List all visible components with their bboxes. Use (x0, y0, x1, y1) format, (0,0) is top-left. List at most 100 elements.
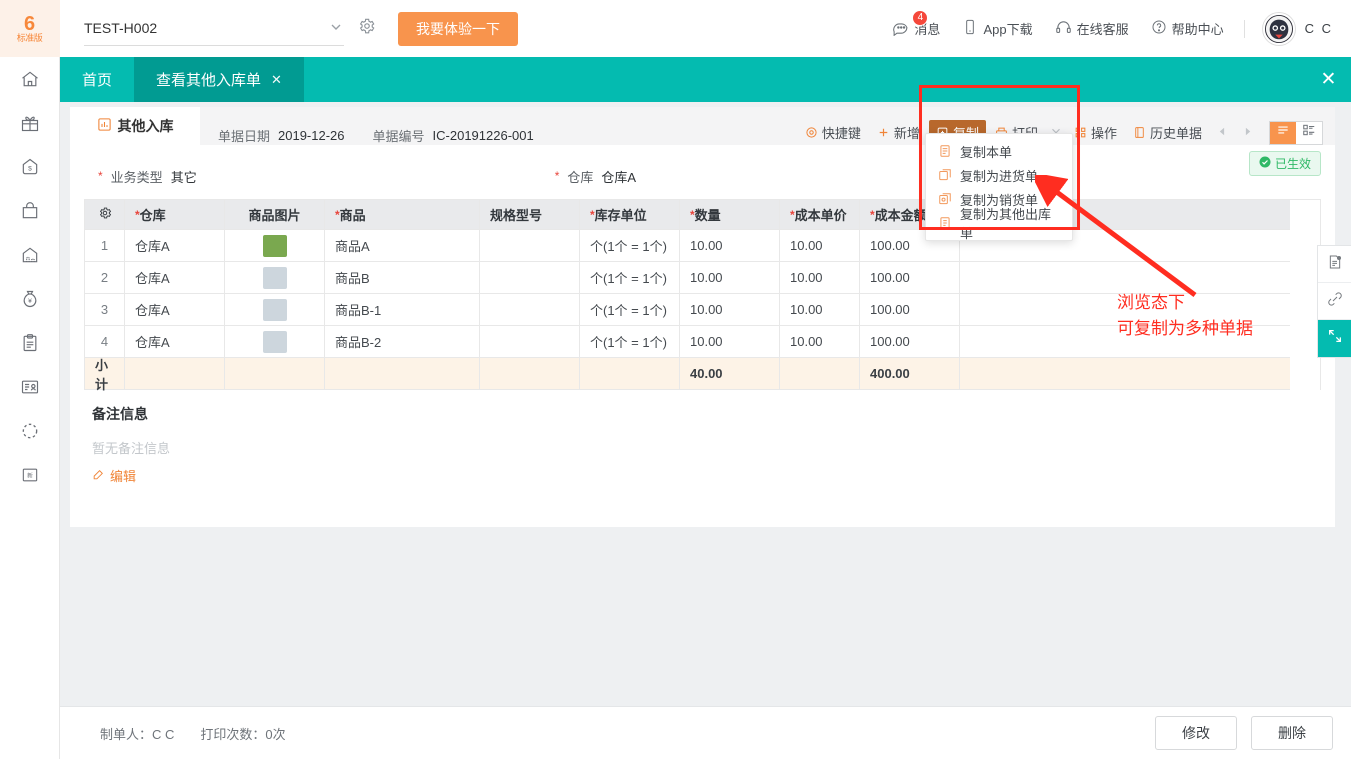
product-thumbnail-icon (262, 266, 287, 289)
operations-button[interactable]: 操作 (1067, 120, 1124, 145)
warehouse-label: 仓库 (567, 169, 594, 185)
copy-as-other-outbound-item[interactable]: 复制为其他出库单 (926, 207, 1072, 241)
sidebar-item-inventory[interactable] (0, 233, 60, 277)
copy-as-sales-item[interactable]: 复制为销货单 (926, 187, 1072, 211)
settings-gear-button[interactable] (358, 17, 376, 40)
summary-available (960, 358, 1290, 390)
tab-home-label: 首页 (82, 72, 113, 89)
trial-cta-button[interactable]: 我要体验一下 (398, 11, 518, 46)
cell-unit: 个(1个 = 1个) (580, 230, 680, 262)
remarks-edit-button[interactable]: 编辑 (92, 466, 1335, 485)
mobile-icon (962, 19, 978, 38)
table-settings-button[interactable] (85, 200, 125, 230)
shortcut-button[interactable]: 快捷键 (798, 120, 868, 145)
app-download-button[interactable]: App下载 (962, 19, 1033, 38)
cell-unit: 个(1个 = 1个) (580, 262, 680, 294)
copy-this-document-label: 复制本单 (960, 144, 1013, 160)
copy-outbound-icon (938, 216, 952, 230)
new-badge-icon: 新 (20, 465, 40, 485)
cell-unit: 个(1个 = 1个) (580, 294, 680, 326)
help-center-label: 帮助中心 (1171, 22, 1224, 37)
messages-label: 消息 (914, 22, 941, 37)
cell-cost-amount: 100.00 (860, 294, 960, 326)
toolbar-caret-button[interactable] (1047, 124, 1065, 141)
col-warehouse: * 仓库 (125, 200, 225, 230)
online-support-button[interactable]: 在线客服 (1055, 19, 1129, 39)
copy-this-document-item[interactable]: 复制本单 (926, 139, 1072, 163)
tab-view-other-inbound[interactable]: 查看其他入库单 ✕ (134, 57, 304, 102)
app-logo[interactable]: 6 标准版 (0, 0, 60, 57)
prev-document-button[interactable] (1211, 125, 1234, 141)
float-fullscreen-button[interactable] (1318, 320, 1351, 357)
col-quantity: * 数量 (680, 200, 780, 230)
copy-doc-icon (938, 144, 952, 158)
doc-number-label: 单据编号 (372, 129, 425, 144)
help-center-button[interactable]: 帮助中心 (1151, 19, 1224, 38)
gear-icon (358, 17, 376, 40)
logo-edition-label: 标准版 (16, 32, 43, 43)
float-attachment-button[interactable] (1318, 283, 1351, 320)
field-warehouse: * 仓库 仓库A (555, 167, 636, 186)
history-button[interactable]: 历史单据 (1126, 120, 1209, 145)
float-note-button[interactable] (1318, 246, 1351, 283)
table-row[interactable]: 3 仓库A 商品B-1 个(1个 = 1个) 10.00 10.00 100.0… (85, 294, 1320, 326)
cell-product-image (225, 230, 325, 262)
check-circle-icon (1259, 156, 1271, 171)
card-view-button[interactable] (1296, 121, 1322, 144)
view-toggle-group (1269, 120, 1323, 145)
close-icon[interactable]: ✕ (271, 71, 282, 87)
sidebar-item-new[interactable]: 新 (0, 453, 60, 497)
plus-icon (877, 126, 890, 139)
table-row[interactable]: 4 仓库A 商品B-2 个(1个 = 1个) 10.00 10.00 100.0… (85, 326, 1320, 358)
app-download-label: App下载 (983, 22, 1033, 37)
col-product-label: 商品 (339, 208, 366, 223)
document-type-tab[interactable]: 其他入库 (70, 107, 200, 145)
col-spec-label: 规格型号 (490, 208, 543, 223)
sidebar-item-purchase[interactable] (0, 189, 60, 233)
table-row[interactable]: 2 仓库A 商品B 个(1个 = 1个) 10.00 10.00 100.00 (85, 262, 1320, 294)
top-header-actions: 消息 4 App下载 在线客服 帮助中心 (870, 9, 1351, 45)
copy-dropdown-menu: 复制本单 复制为进货单 复制为销货单 复制为其他出库单 (925, 133, 1073, 241)
delete-button[interactable]: 删除 (1251, 716, 1333, 750)
next-document-button[interactable] (1236, 125, 1259, 141)
add-button[interactable]: 新增 (870, 120, 927, 145)
avatar[interactable] (1262, 12, 1295, 45)
bottom-action-bar: 制单人：C C 打印次数：0次 修改 删除 (60, 706, 1351, 759)
modify-button[interactable]: 修改 (1155, 716, 1237, 750)
tab-home[interactable]: 首页 (60, 57, 134, 102)
sidebar-item-sales[interactable]: $ (0, 145, 60, 189)
tab-view-other-inbound-label: 查看其他入库单 (156, 72, 262, 89)
table-summary-row: 小计 40.00 400.00 (85, 358, 1320, 392)
summary-spec (480, 358, 580, 390)
money-bag-icon: ¥ (20, 289, 40, 309)
expand-icon (1327, 328, 1343, 349)
home-icon (20, 69, 40, 89)
messages-button[interactable]: 消息 4 (892, 9, 941, 39)
status-badge-label: 已生效 (1274, 157, 1311, 171)
cell-warehouse: 仓库A (125, 294, 225, 326)
copy-as-purchase-item[interactable]: 复制为进货单 (926, 163, 1072, 187)
warehouse-value: 仓库A (601, 169, 637, 185)
company-selector[interactable]: TEST-H002 (84, 12, 344, 46)
sidebar-item-settings[interactable] (0, 409, 60, 453)
document-header-bg (70, 107, 1335, 145)
list-view-button[interactable] (1270, 121, 1296, 144)
col-product-image-label: 商品图片 (248, 208, 301, 223)
sidebar-item-home[interactable] (0, 57, 60, 101)
sidebar-item-gift[interactable] (0, 101, 60, 145)
required-mark: * (690, 207, 695, 222)
copy-as-other-outbound-label: 复制为其他出库单 (960, 207, 1052, 241)
required-mark: * (335, 207, 340, 222)
table-row[interactable]: 1 仓库A 商品A 个(1个 = 1个) 10.00 10.00 100.00 (85, 230, 1320, 262)
row-number: 2 (85, 262, 125, 294)
pencil-icon (92, 468, 105, 484)
sidebar-item-contacts[interactable] (0, 365, 60, 409)
close-all-tabs-button[interactable]: ✕ (1306, 57, 1351, 102)
sidebar-item-finance[interactable]: ¥ (0, 277, 60, 321)
gear-icon (805, 126, 818, 139)
document-footer-info: 制单人：C C 打印次数：0次 (100, 724, 286, 743)
history-label: 历史单据 (1149, 126, 1202, 141)
document-type-label: 其他入库 (117, 118, 174, 134)
sidebar-item-report[interactable] (0, 321, 60, 365)
document-meta: 单据日期 2019-12-26 单据编号 IC-20191226-001 (218, 126, 534, 145)
